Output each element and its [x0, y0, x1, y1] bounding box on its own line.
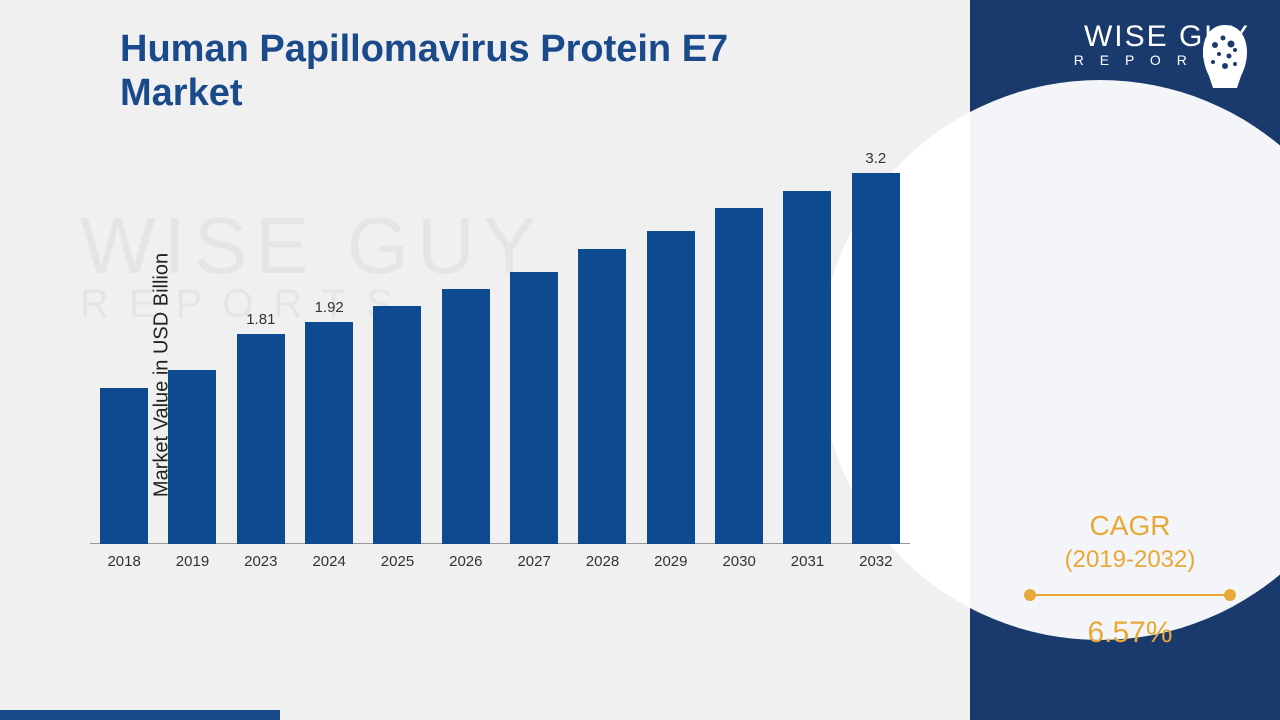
bar [442, 289, 490, 544]
x-axis-label: 2028 [568, 553, 636, 570]
x-axis-label: 2024 [295, 553, 363, 570]
x-axis-label: 2030 [705, 553, 773, 570]
bar [510, 272, 558, 544]
bar [852, 173, 900, 544]
cagr-dot-left [1024, 589, 1036, 601]
x-axis-label: 2025 [363, 553, 431, 570]
logo-head-icon [1195, 20, 1255, 90]
x-axis-label: 2031 [773, 553, 841, 570]
bar [578, 249, 626, 545]
bar-value-label: 1.81 [227, 311, 295, 328]
bar [168, 370, 216, 544]
cagr-dot-right [1224, 589, 1236, 601]
bar [647, 231, 695, 544]
cagr-block: CAGR (2019-2032) 6.57% [1020, 510, 1240, 650]
bar-value-label: 3.2 [842, 150, 910, 167]
cagr-period: (2019-2032) [1020, 546, 1240, 574]
brand-logo: WISE GUY R E P O R T S [1074, 20, 1250, 68]
bar [100, 388, 148, 544]
bottom-strip [0, 710, 280, 720]
x-axis-label: 2019 [158, 553, 226, 570]
bar-value-label: 1.92 [295, 299, 363, 316]
x-axis-label: 2023 [227, 553, 295, 570]
bar-chart: Market Value in USD Billion 201820191.81… [50, 150, 910, 600]
bar [783, 191, 831, 544]
x-axis-label: 2026 [432, 553, 500, 570]
bar [373, 306, 421, 544]
x-axis-label: 2018 [90, 553, 158, 570]
chart-title: Human Papillomavirus Protein E7 Market [120, 28, 820, 115]
plot-area: 20182019 1.81 2023 1.92 20242025202620272028… [90, 150, 910, 570]
x-axis-label: 2027 [500, 553, 568, 570]
x-axis-label: 2029 [637, 553, 705, 570]
x-axis-label: 2032 [842, 553, 910, 570]
cagr-title: CAGR [1020, 510, 1240, 542]
cagr-value: 6.57% [1020, 616, 1240, 650]
bar [305, 322, 353, 544]
bar [715, 208, 763, 544]
cagr-divider [1030, 594, 1230, 596]
bar [237, 334, 285, 544]
